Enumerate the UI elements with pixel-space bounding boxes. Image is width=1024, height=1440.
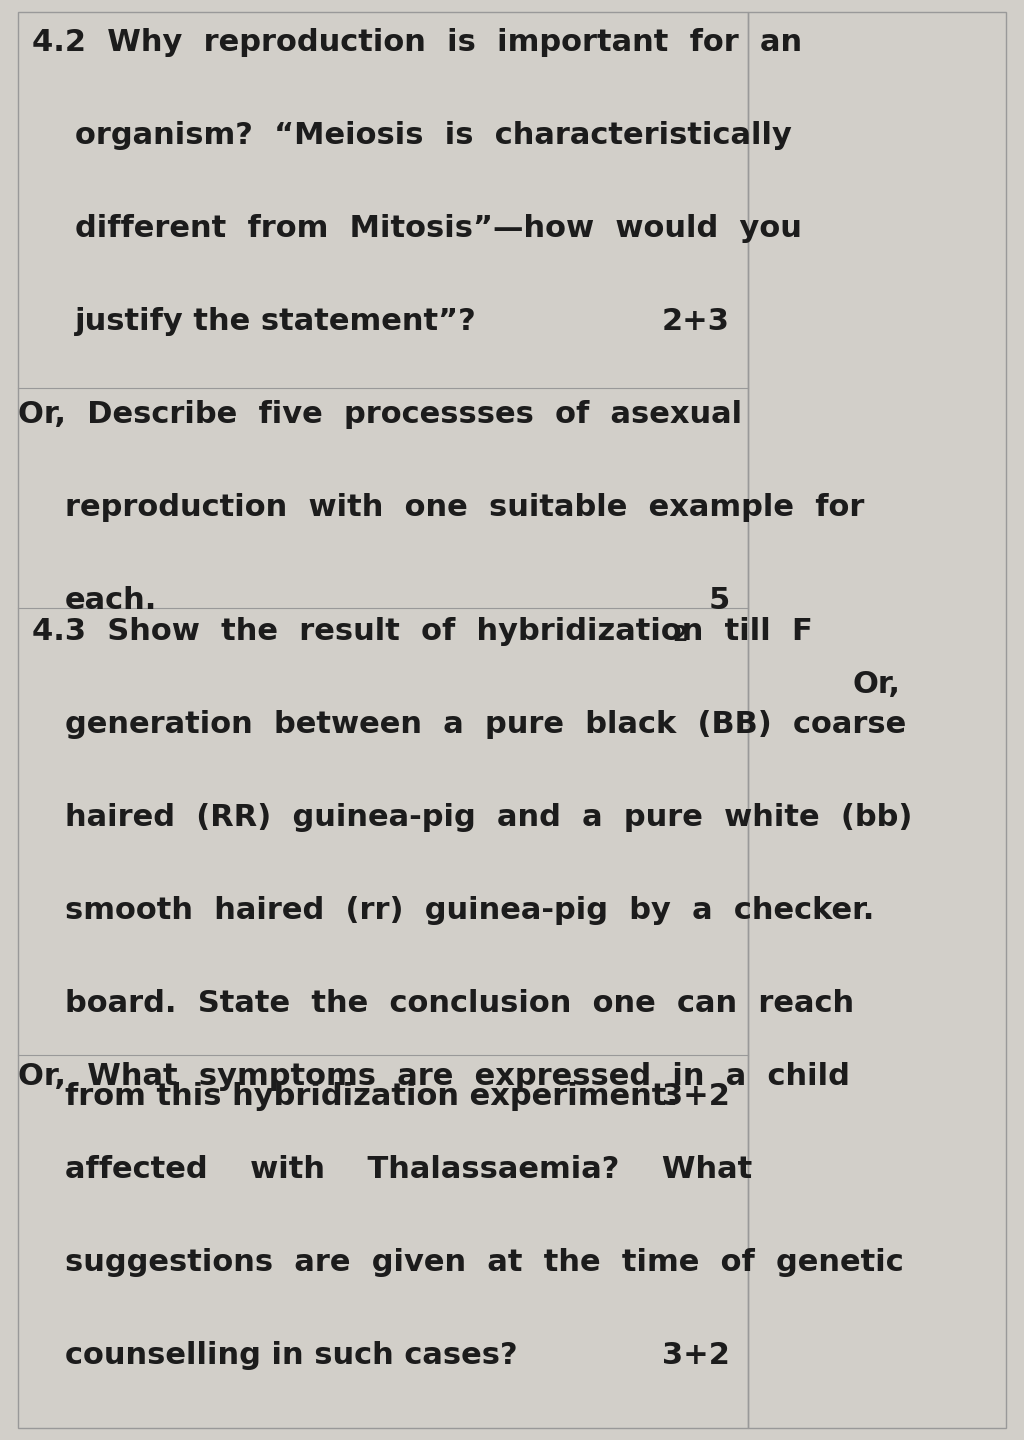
Text: haired  (RR)  guinea-pig  and  a  pure  white  (bb): haired (RR) guinea-pig and a pure white … xyxy=(65,804,912,832)
Text: 5: 5 xyxy=(709,586,730,615)
Text: 2+3: 2+3 xyxy=(663,307,730,336)
Text: justify the statement”?: justify the statement”? xyxy=(75,307,477,336)
Text: 3+2: 3+2 xyxy=(663,1341,730,1369)
Text: Or,  Describe  five  processses  of  asexual: Or, Describe five processses of asexual xyxy=(18,400,742,429)
Text: 4.2  Why  reproduction  is  important  for  an: 4.2 Why reproduction is important for an xyxy=(32,27,802,58)
Text: 4.3  Show  the  result  of  hybridization  till  F: 4.3 Show the result of hybridization til… xyxy=(32,616,813,647)
Text: 3+2: 3+2 xyxy=(663,1081,730,1112)
Text: generation  between  a  pure  black  (BB)  coarse: generation between a pure black (BB) coa… xyxy=(65,710,906,739)
Text: each.: each. xyxy=(65,586,158,615)
Bar xyxy=(18,12,748,1428)
Text: different  from  Mitosis”—how  would  you: different from Mitosis”—how would you xyxy=(75,215,802,243)
Text: Or,  What  symptoms  are  expressed  in  a  child: Or, What symptoms are expressed in a chi… xyxy=(18,1063,850,1092)
Text: reproduction  with  one  suitable  example  for: reproduction with one suitable example f… xyxy=(65,492,864,521)
Text: suggestions  are  given  at  the  time  of  genetic: suggestions are given at the time of gen… xyxy=(65,1248,904,1277)
Text: from this hybridization experiment.: from this hybridization experiment. xyxy=(65,1081,678,1112)
Text: board.  State  the  conclusion  one  can  reach: board. State the conclusion one can reac… xyxy=(65,989,854,1018)
Text: 2: 2 xyxy=(672,625,687,645)
Text: affected    with    Thalassaemia?    What: affected with Thalassaemia? What xyxy=(65,1155,753,1184)
Text: Or,: Or, xyxy=(853,670,901,698)
Text: smooth  haired  (rr)  guinea-pig  by  a  checker.: smooth haired (rr) guinea-pig by a check… xyxy=(65,896,874,924)
Text: organism?  “Meiosis  is  characteristically: organism? “Meiosis is characteristically xyxy=(75,121,792,150)
Bar xyxy=(748,12,1006,1428)
Text: counselling in such cases?: counselling in such cases? xyxy=(65,1341,517,1369)
